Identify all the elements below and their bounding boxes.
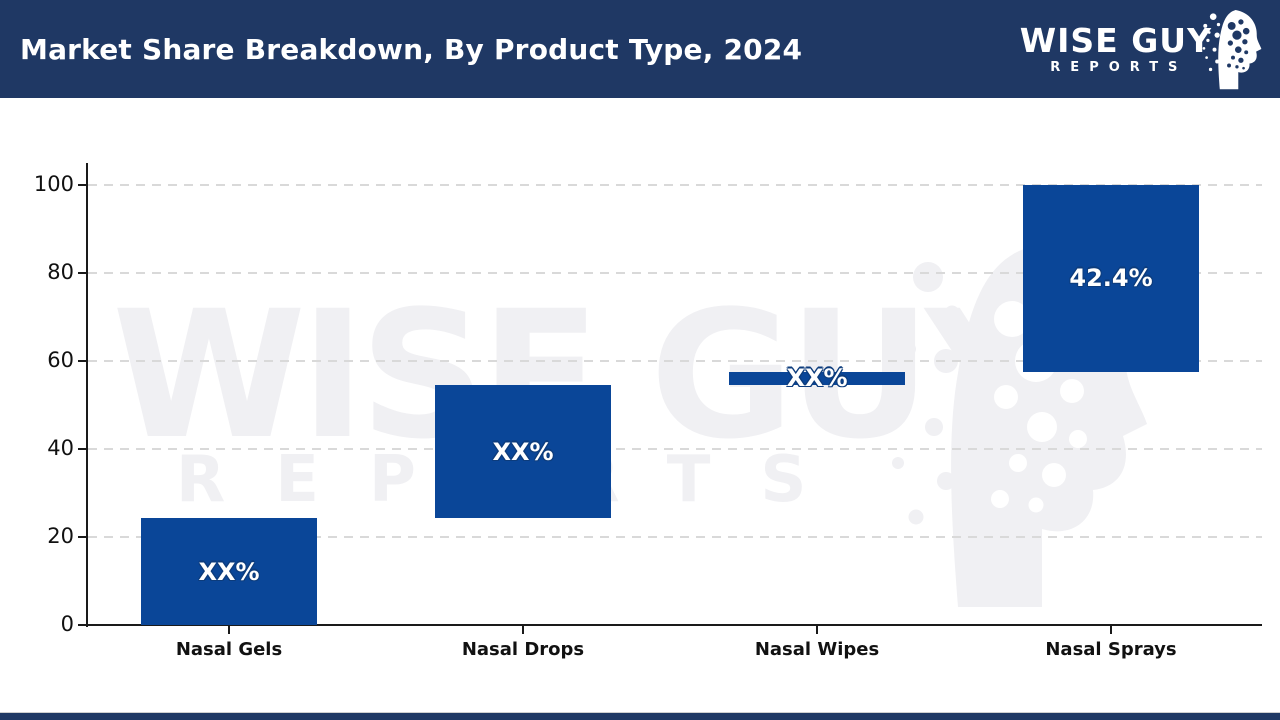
brand-name: WISE GUY xyxy=(1019,21,1212,60)
brand-subname: REPORTS xyxy=(1050,60,1188,75)
category-label: Nasal Gels xyxy=(175,639,283,660)
y-tick-label: 20 xyxy=(47,524,74,548)
bar-value-label: XX% xyxy=(492,437,554,466)
category-label: Nasal Wipes xyxy=(754,639,880,660)
y-tick-mark xyxy=(78,272,86,274)
y-tick-mark xyxy=(78,184,86,186)
x-tick-mark xyxy=(816,626,818,634)
x-tick-mark xyxy=(228,626,230,634)
category-label: Nasal Drops xyxy=(461,639,585,660)
gridline xyxy=(88,360,1262,362)
y-tick-label: 40 xyxy=(47,436,74,460)
y-tick-mark xyxy=(78,536,86,538)
gridline xyxy=(88,448,1262,450)
bar-value-label: XX% xyxy=(198,557,260,586)
brand-logo-text: WISE GUY REPORTS xyxy=(1020,24,1212,74)
gridline xyxy=(88,272,1262,274)
bar-nasal-gels: XX% xyxy=(141,518,317,625)
y-tick-label: 100 xyxy=(33,172,74,196)
bar-nasal-sprays: 42.4% xyxy=(1023,185,1199,372)
bar-value-label: 42.4% xyxy=(1069,264,1153,293)
bottom-divider xyxy=(0,712,1280,713)
x-tick-mark xyxy=(1110,626,1112,634)
footer-band xyxy=(0,713,1280,720)
gridline xyxy=(88,184,1262,186)
bar-nasal-drops: XX% xyxy=(435,385,611,519)
bar-value-label: XX% xyxy=(786,364,848,393)
y-tick-label: 60 xyxy=(47,348,74,372)
chart-title: Market Share Breakdown, By Product Type,… xyxy=(20,32,803,66)
y-tick-label: 0 xyxy=(60,612,74,636)
brand-logo: WISE GUY REPORTS xyxy=(1020,6,1266,92)
x-tick-mark xyxy=(522,626,524,634)
brand-head-icon xyxy=(1202,10,1262,90)
y-tick-mark xyxy=(78,624,86,626)
bar-nasal-wipes: XX% xyxy=(729,364,905,392)
y-tick-mark xyxy=(78,360,86,362)
x-axis-line xyxy=(86,624,1262,626)
plot-area: 0 20 40 60 80 100 XX% Nasal Gels XX% Nasal Drops X… xyxy=(0,98,1280,714)
gridline xyxy=(88,536,1262,538)
y-tick-mark xyxy=(78,448,86,450)
y-tick-label: 80 xyxy=(47,260,74,284)
category-label: Nasal Sprays xyxy=(1045,639,1177,660)
header: Market Share Breakdown, By Product Type,… xyxy=(0,0,1280,98)
y-axis-line xyxy=(86,163,88,627)
